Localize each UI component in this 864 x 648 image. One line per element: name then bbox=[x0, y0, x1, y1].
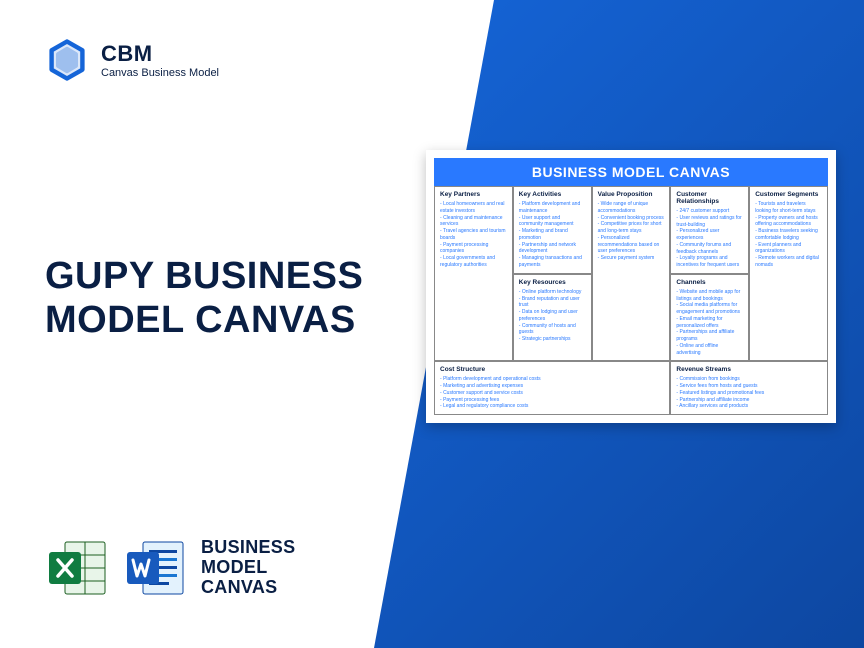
cbm-logo-icon bbox=[45, 38, 89, 82]
bottom-label: BUSINESSMODELCANVAS bbox=[201, 538, 295, 597]
header-cost-structure: Cost Structure bbox=[440, 366, 664, 373]
excel-icon bbox=[45, 536, 109, 600]
canvas-title: BUSINESS MODEL CANVAS bbox=[434, 158, 828, 186]
header-channels: Channels bbox=[676, 279, 743, 286]
cell-value-proposition: Value Proposition Wide range of unique a… bbox=[592, 186, 671, 361]
cell-key-resources: Key Resources Online platform technology… bbox=[513, 274, 592, 362]
header-revenue-streams: Revenue Streams bbox=[676, 366, 822, 373]
header-customer-relationships: Customer Relationships bbox=[676, 191, 743, 205]
header-key-partners: Key Partners bbox=[440, 191, 507, 198]
logo-title: CBM bbox=[101, 41, 219, 67]
bottom-apps-block: BUSINESSMODELCANVAS bbox=[45, 536, 295, 600]
body-key-partners: Local homeowners and real estate investo… bbox=[440, 201, 507, 269]
body-value-proposition: Wide range of unique accommodationsConve… bbox=[598, 201, 665, 262]
cell-cost-structure: Cost Structure Platform development and … bbox=[434, 361, 670, 415]
body-revenue-streams: Commission from bookingsService fees fro… bbox=[676, 376, 822, 410]
body-customer-segments: Tourists and travelers looking for short… bbox=[755, 201, 822, 269]
cell-revenue-streams: Revenue Streams Commission from bookings… bbox=[670, 361, 828, 415]
cell-customer-relationships: Customer Relationships 24/7 customer sup… bbox=[670, 186, 749, 274]
cell-customer-segments: Customer Segments Tourists and travelers… bbox=[749, 186, 828, 361]
cell-key-activities: Key Activities Platform development and … bbox=[513, 186, 592, 274]
header-key-resources: Key Resources bbox=[519, 279, 586, 286]
logo-block: CBM Canvas Business Model bbox=[45, 38, 219, 82]
page-title: GUPY BUSINESSMODEL CANVAS bbox=[45, 255, 363, 342]
canvas-grid: Key Partners Local homeowners and real e… bbox=[434, 186, 828, 415]
body-channels: Website and mobile app for listings and … bbox=[676, 289, 743, 357]
header-value-proposition: Value Proposition bbox=[598, 191, 665, 198]
body-key-activities: Platform development and maintenanceUser… bbox=[519, 201, 586, 269]
word-icon bbox=[123, 536, 187, 600]
cell-channels: Channels Website and mobile app for list… bbox=[670, 274, 749, 362]
body-key-resources: Online platform technologyBrand reputati… bbox=[519, 289, 586, 343]
body-cost-structure: Platform development and operational cos… bbox=[440, 376, 664, 410]
canvas-preview-card: BUSINESS MODEL CANVAS Key Partners Local… bbox=[426, 150, 836, 423]
header-key-activities: Key Activities bbox=[519, 191, 586, 198]
cell-key-partners: Key Partners Local homeowners and real e… bbox=[434, 186, 513, 361]
header-customer-segments: Customer Segments bbox=[755, 191, 822, 198]
logo-subtitle: Canvas Business Model bbox=[101, 67, 219, 79]
body-customer-relationships: 24/7 customer supportUser reviews and ra… bbox=[676, 208, 743, 269]
